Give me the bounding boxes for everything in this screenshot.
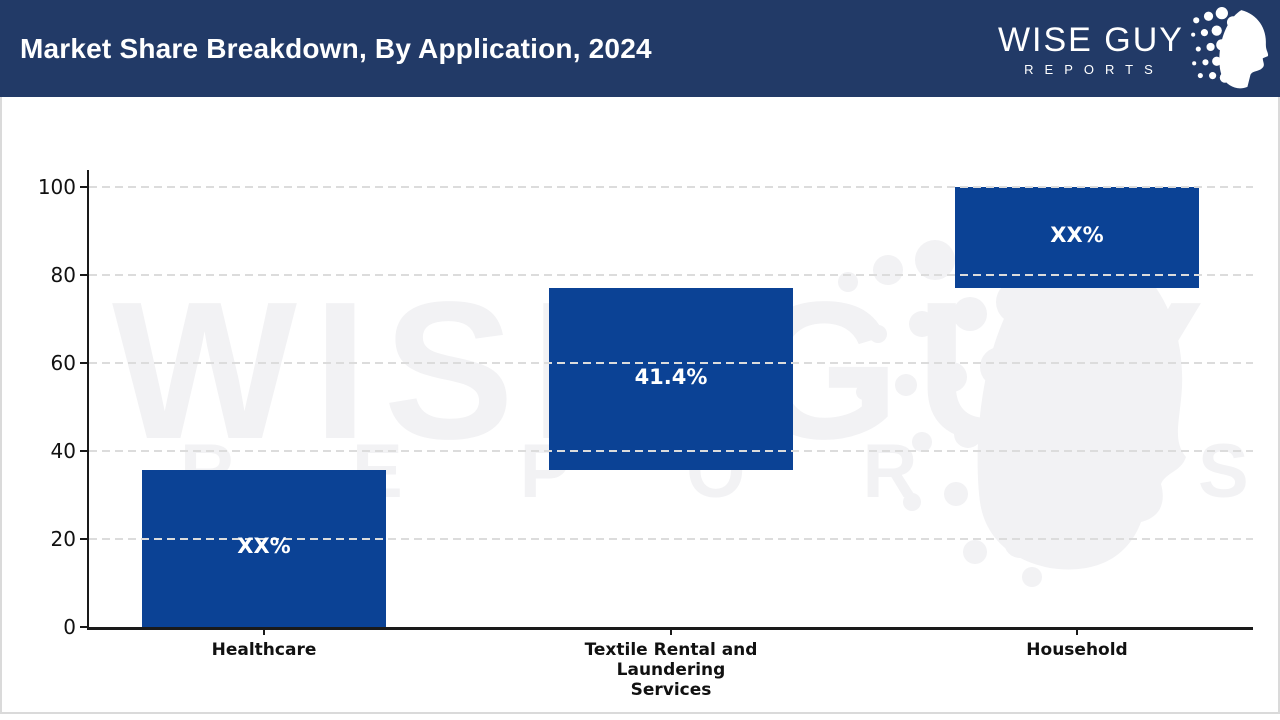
gridline	[89, 538, 1253, 540]
x-category-label: Healthcare	[114, 640, 414, 660]
x-category-label-line: Healthcare	[211, 640, 317, 660]
y-axis-tick	[80, 274, 88, 276]
gridline	[89, 274, 1253, 276]
gridline	[89, 450, 1253, 452]
y-tick-label: 20	[50, 527, 76, 551]
y-axis-tick	[80, 538, 88, 540]
logo-wordmark-line2: REPORTS	[1024, 61, 1164, 77]
y-tick-label: 80	[50, 263, 76, 287]
y-tick-label: 100	[37, 175, 76, 199]
x-axis-tick	[670, 629, 672, 635]
bar-value-label: 41.4%	[634, 364, 708, 389]
y-tick-label: 60	[50, 351, 76, 375]
gridline	[89, 362, 1253, 364]
logo-wordmark: WISE GUY REPORTS	[998, 23, 1184, 76]
x-category-label-line: Services	[630, 680, 712, 700]
header-bar: Market Share Breakdown, By Application, …	[0, 0, 1280, 97]
brand-logo: WISE GUY REPORTS	[998, 4, 1270, 94]
x-category-label-line: Laundering	[616, 660, 726, 680]
waterfall-bar-chart: 0 20 40 60 80 100 XX% Healthcare 41.4% Textile Re…	[0, 97, 1280, 720]
bar-textile-rental-and-laundering-services	[549, 287, 793, 470]
y-axis-tick	[80, 186, 88, 188]
content-area-border	[0, 97, 1280, 714]
y-axis-line	[87, 170, 89, 630]
gridline	[89, 186, 1253, 188]
y-axis-tick	[80, 626, 88, 628]
x-category-label: Household	[927, 640, 1227, 660]
y-axis-tick	[80, 450, 88, 452]
x-category-label-line: Household	[1026, 640, 1128, 660]
bar-healthcare	[142, 469, 386, 627]
x-axis-line	[87, 627, 1253, 630]
bar-value-label: XX%	[1050, 223, 1104, 248]
x-axis-tick	[1076, 629, 1078, 635]
bar-value-label: XX%	[237, 534, 291, 559]
x-axis-tick	[263, 629, 265, 635]
y-axis-tick	[80, 362, 88, 364]
logo-head-icon	[1191, 7, 1269, 89]
y-tick-label: 0	[63, 615, 76, 639]
y-tick-label: 40	[50, 439, 76, 463]
x-category-label: Textile Rental and Laundering Services	[521, 640, 821, 700]
logo-wordmark-line1: WISE GUY	[997, 20, 1184, 59]
x-category-label-line: Textile Rental and	[584, 640, 758, 660]
page-title: Market Share Breakdown, By Application, …	[20, 32, 652, 64]
